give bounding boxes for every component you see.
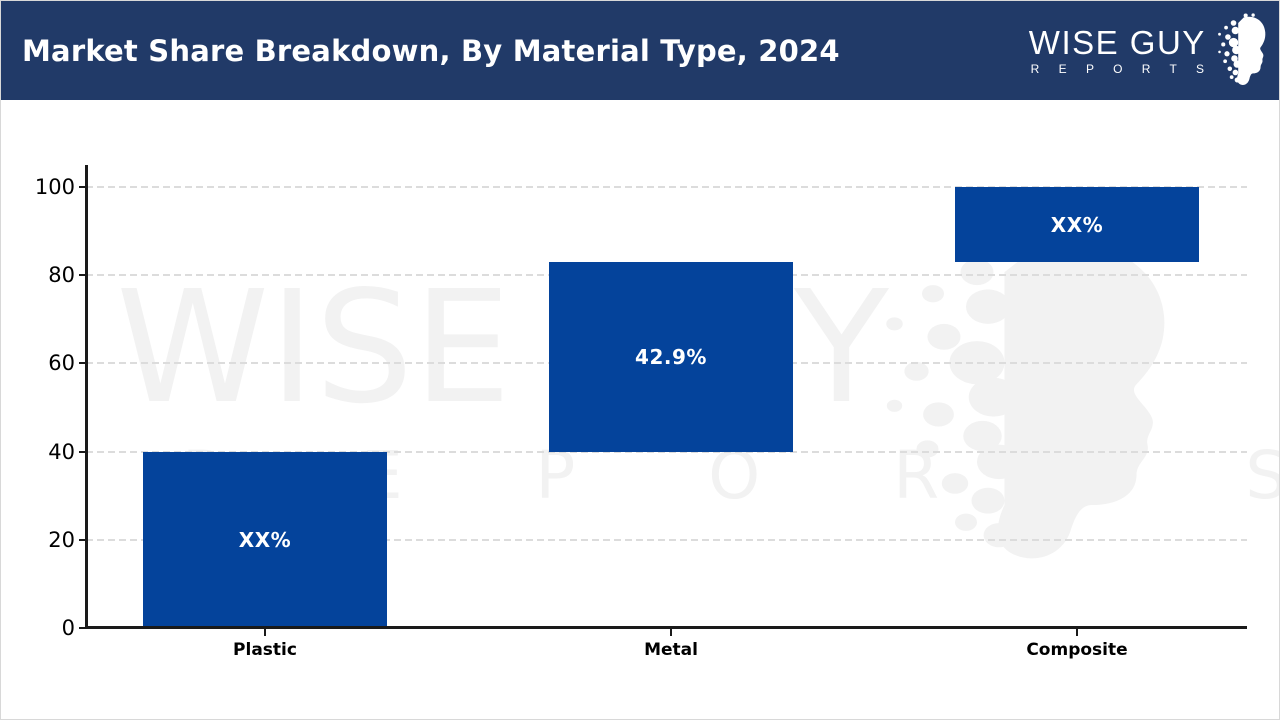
- gridline: [86, 186, 1247, 189]
- bar: XX%: [955, 187, 1199, 263]
- category-label: Metal: [644, 640, 698, 660]
- y-tick-label: 0: [61, 616, 75, 640]
- gridline: [86, 538, 1247, 541]
- bar-value-label: XX%: [1050, 212, 1104, 237]
- y-axis-tick: [79, 274, 86, 277]
- logo-wordmark: WISE GUY: [1028, 23, 1206, 61]
- y-tick-label: 40: [48, 439, 75, 464]
- gridline: [86, 450, 1247, 453]
- header-bar: Market Share Breakdown, By Material Type…: [1, 1, 1279, 100]
- y-tick-label: 20: [48, 527, 75, 552]
- y-axis-line: [85, 165, 88, 629]
- bar: XX%: [143, 451, 387, 628]
- dotted-face-profile-icon: [1218, 12, 1266, 85]
- y-axis-tick: [79, 627, 86, 629]
- bar: 42.9%: [549, 262, 793, 452]
- logo-text: WISE GUY R E P O R T S: [1023, 23, 1212, 77]
- x-axis-tick: [264, 629, 266, 636]
- y-axis-tick: [79, 362, 86, 365]
- bar-value-label: XX%: [238, 527, 292, 552]
- x-axis-tick: [1076, 629, 1078, 636]
- x-axis-tick: [670, 629, 672, 636]
- y-tick-label: 80: [48, 263, 75, 288]
- bar-value-label: 42.9%: [635, 345, 707, 370]
- logo-subtext: R E P O R T S: [1030, 62, 1212, 77]
- y-tick-label: 100: [34, 175, 75, 200]
- y-axis-tick: [79, 186, 86, 189]
- y-axis-tick: [79, 538, 86, 541]
- x-axis-line: [85, 626, 1247, 629]
- category-label: Composite: [1026, 640, 1128, 660]
- watermark-dotted-face-icon: [886, 229, 1165, 559]
- page-title: Market Share Breakdown, By Material Type…: [22, 33, 840, 68]
- y-tick-label: 60: [48, 351, 75, 376]
- wise-guy-reports-logo: WISE GUY R E P O R T S: [1023, 8, 1269, 93]
- category-label: Plastic: [233, 640, 297, 660]
- y-axis-tick: [79, 450, 86, 453]
